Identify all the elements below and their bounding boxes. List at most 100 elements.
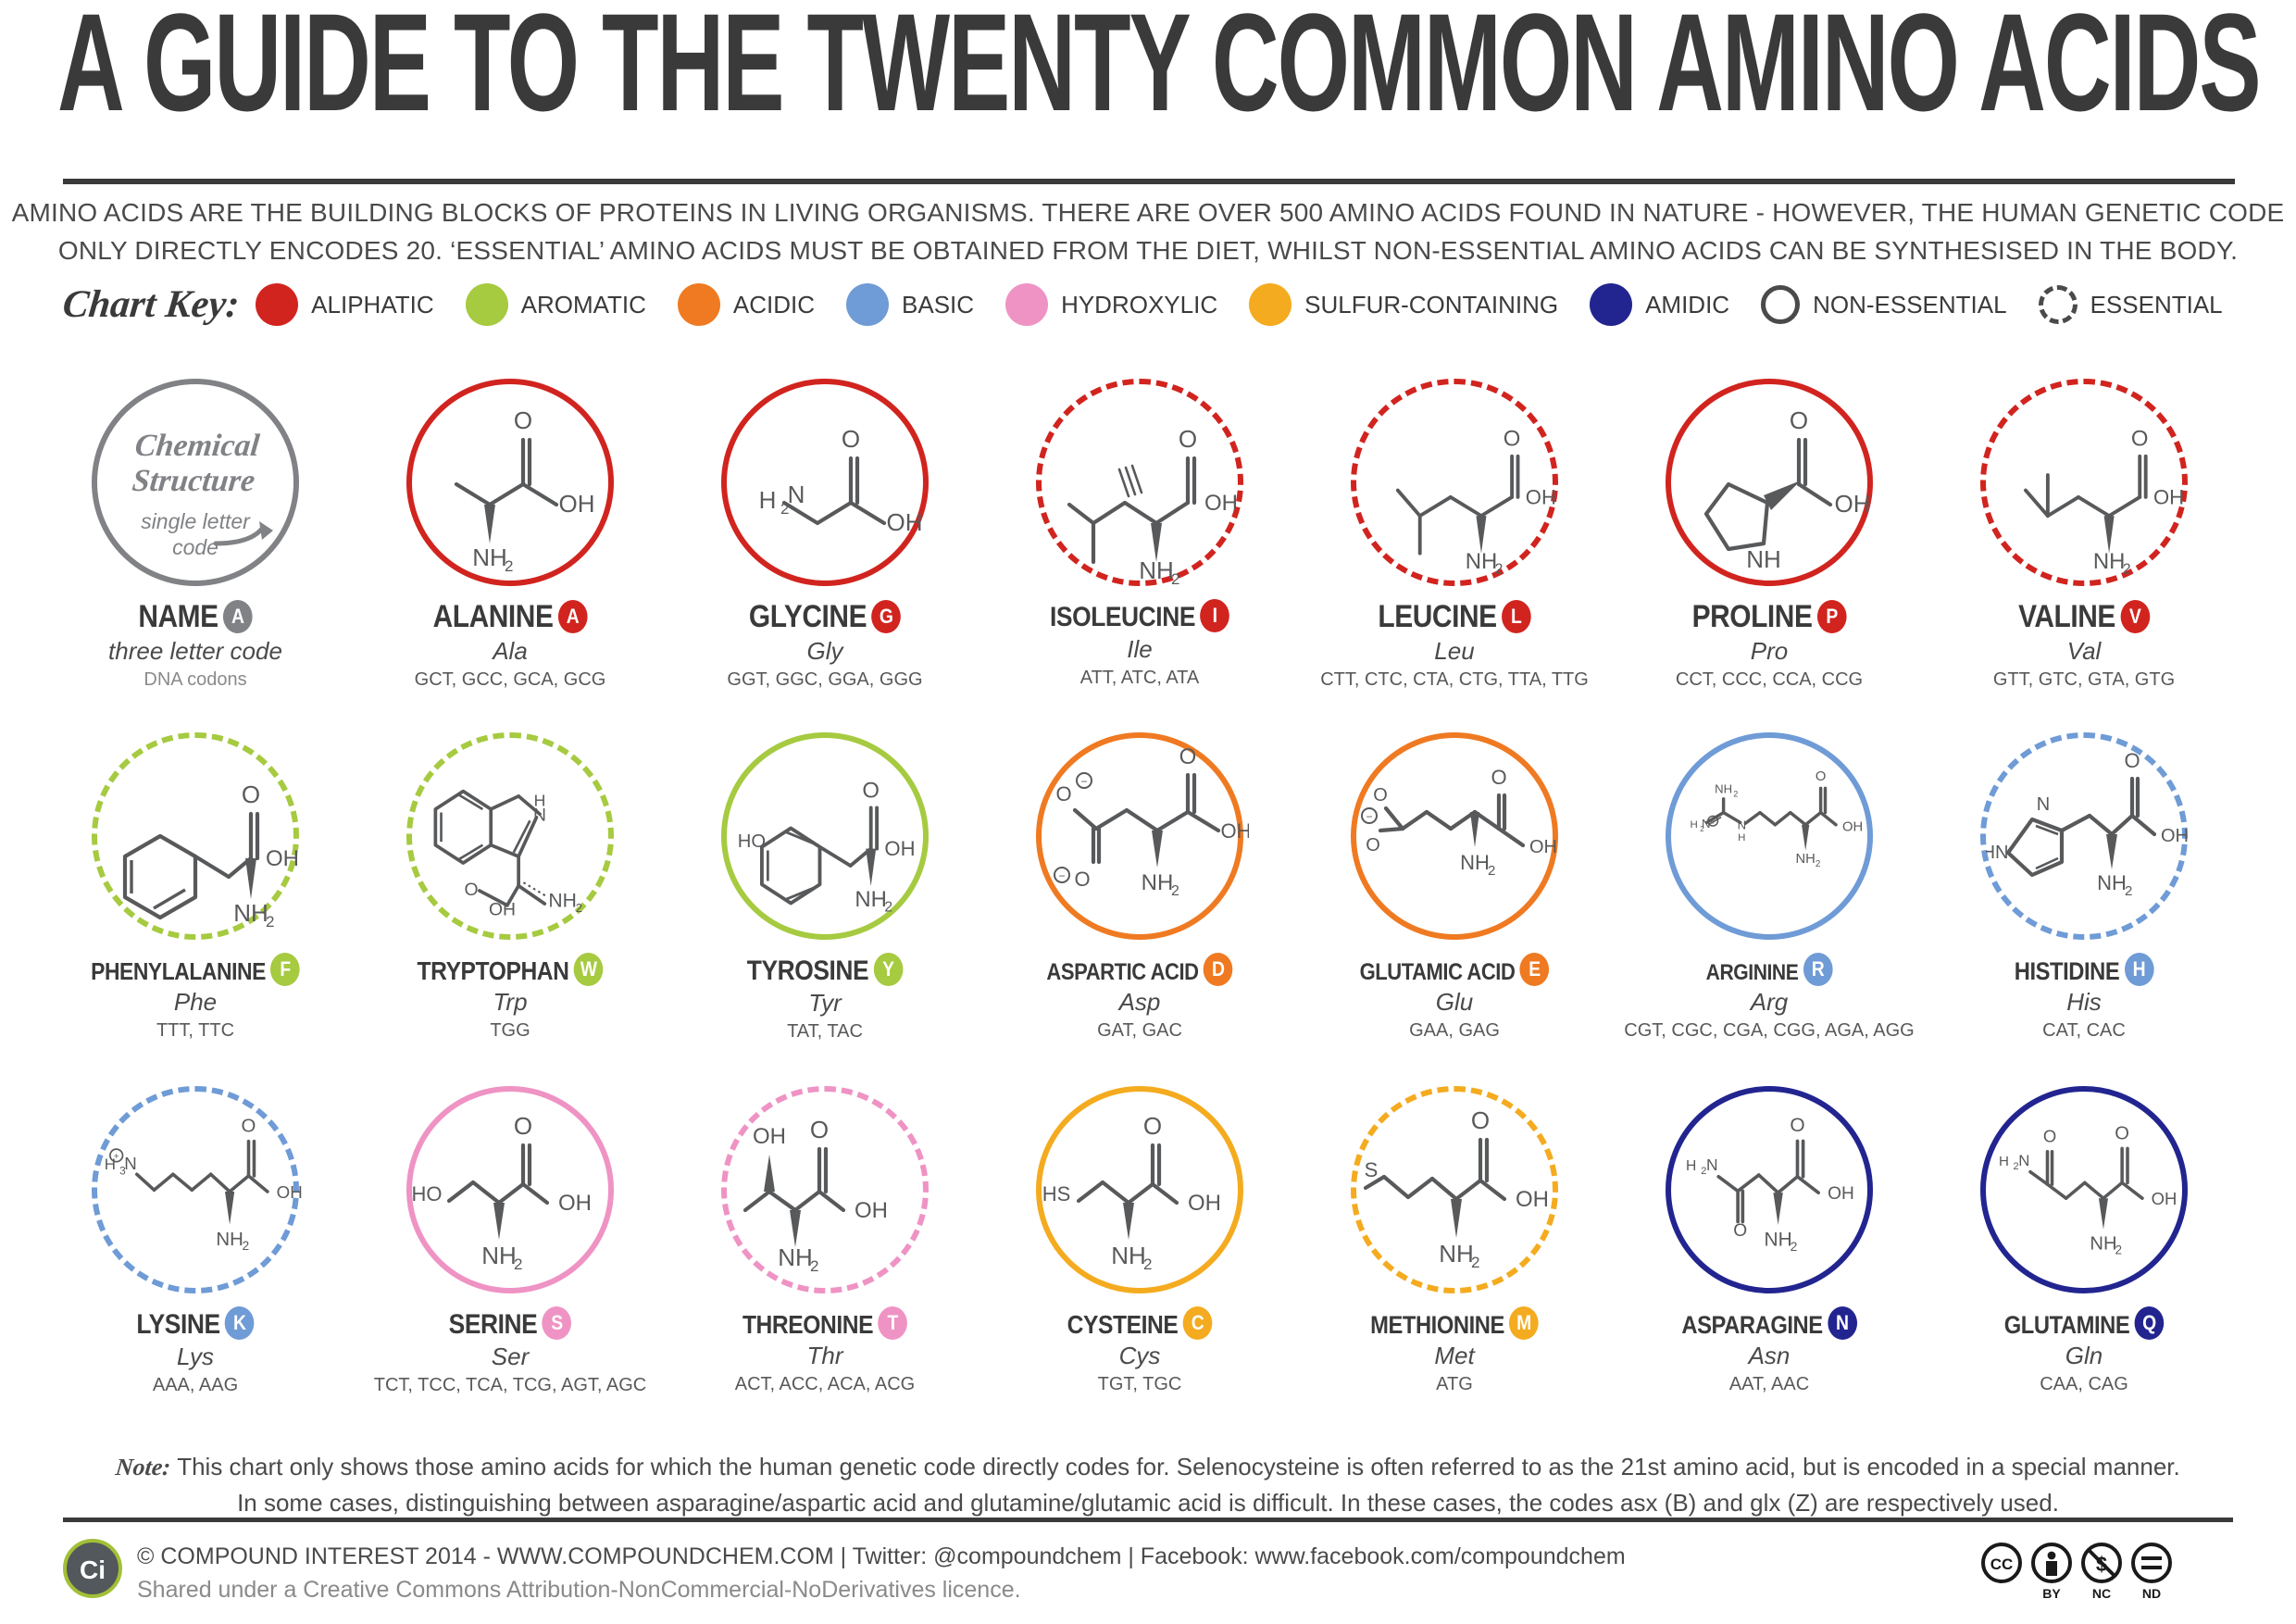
svg-text:O: O [1491,766,1506,789]
svg-text:O: O [2124,749,2140,772]
svg-text:O: O [1504,427,1521,452]
svg-text:OH: OH [1221,819,1250,843]
svg-text:OH: OH [559,490,595,518]
svg-text:OH: OH [1828,1184,1854,1204]
svg-text:2: 2 [1143,1255,1152,1273]
svg-text:OH: OH [1529,837,1557,857]
svg-text:O: O [242,781,260,808]
svg-text:OH: OH [2161,826,2189,846]
svg-text:O: O [1143,1112,1162,1140]
svg-text:H: H [1738,832,1745,843]
svg-text:NH: NH [2090,1234,2116,1255]
svg-text:OH: OH [277,1182,303,1202]
svg-text:ND: ND [2142,1586,2161,1601]
svg-text:O: O [810,1116,829,1143]
svg-text:2: 2 [1733,789,1738,798]
svg-text:OH: OH [1835,490,1871,518]
svg-text:2: 2 [1171,570,1179,588]
svg-text:OH: OH [2153,485,2184,508]
svg-text:O: O [1179,744,1197,769]
svg-text:OH: OH [884,837,915,860]
svg-text:O: O [242,1116,256,1136]
svg-text:O: O [1816,769,1826,784]
svg-text:N: N [2018,1152,2029,1169]
svg-text:2: 2 [1171,883,1179,899]
svg-text:O: O [1733,1221,1747,1241]
svg-text:N: N [1738,818,1746,832]
svg-text:BY: BY [2042,1586,2061,1601]
svg-text:NH: NH [2093,549,2126,574]
svg-text:2: 2 [576,901,582,915]
svg-text:O: O [514,406,532,434]
svg-text:NH: NH [1466,549,1498,574]
svg-text:O: O [2115,1123,2129,1143]
svg-text:2: 2 [1471,1254,1479,1271]
svg-text:H: H [759,486,777,514]
svg-text:2: 2 [266,913,274,931]
svg-text:HO: HO [412,1182,443,1206]
svg-text:2: 2 [1495,562,1504,578]
svg-text:OH: OH [855,1198,888,1223]
svg-text:OH: OH [1204,491,1238,516]
svg-text:NH: NH [1765,1230,1792,1251]
svg-text:NH: NH [778,1243,813,1271]
svg-text:NH: NH [1796,852,1816,867]
svg-text:NH: NH [1142,870,1174,895]
svg-text:N: N [2037,794,2050,815]
svg-text:O: O [862,778,880,803]
svg-text:NH: NH [481,1242,517,1269]
svg-text:O: O [1074,868,1090,891]
svg-text:OH: OH [1842,819,1863,834]
svg-text:S: S [1365,1158,1379,1181]
svg-text:O: O [1790,406,1808,434]
svg-text:O: O [842,425,860,453]
svg-text:NH: NH [1439,1240,1474,1268]
svg-text:N: N [1702,817,1710,831]
svg-text:OH: OH [887,508,923,536]
svg-text:−: − [1080,775,1087,788]
svg-text:2: 2 [884,900,892,916]
svg-text:O: O [2043,1127,2056,1146]
svg-text:+: + [114,1152,119,1162]
svg-text:NH: NH [855,887,887,912]
svg-text:−: − [1058,869,1065,882]
svg-text:O: O [1366,835,1380,856]
svg-text:O: O [465,880,479,900]
svg-text:−: − [1366,810,1372,823]
svg-text:NC: NC [2092,1586,2111,1601]
svg-text:NH: NH [2097,871,2127,894]
svg-text:H: H [1686,1158,1696,1174]
svg-text:N: N [533,805,546,825]
svg-text:2: 2 [514,1255,522,1273]
svg-text:2: 2 [1816,859,1820,869]
svg-text:OH: OH [266,846,299,871]
svg-text:NH: NH [1460,851,1490,874]
svg-text:H: H [1691,819,1698,831]
svg-text:2: 2 [1791,1239,1798,1254]
svg-text:2: 2 [505,557,513,575]
svg-text:NH: NH [1111,1242,1146,1269]
svg-text:OH: OH [558,1191,592,1216]
svg-text:OH: OH [1188,1191,1221,1216]
svg-text:OH: OH [1526,485,1556,508]
svg-text:HO: HO [738,831,766,852]
svg-text:HS: HS [1042,1182,1071,1206]
svg-text:OH: OH [753,1124,786,1149]
svg-text:O: O [1179,425,1197,453]
svg-text:CC: CC [1990,1555,2014,1573]
svg-text:NH: NH [1746,545,1781,573]
svg-text:OH: OH [1516,1187,1549,1212]
svg-text:2: 2 [243,1239,250,1253]
svg-text:2: 2 [810,1257,818,1275]
svg-text:N: N [1706,1156,1718,1174]
svg-text:N: N [124,1154,137,1173]
svg-text:NH: NH [472,543,507,571]
svg-text:H: H [1999,1154,2009,1169]
svg-text:OH: OH [2152,1189,2177,1208]
svg-text:OH: OH [489,899,516,919]
svg-text:N: N [788,481,805,508]
svg-text:NH: NH [216,1230,243,1250]
svg-text:2: 2 [2125,883,2132,899]
svg-text:O: O [2131,427,2149,452]
svg-text:O: O [514,1112,532,1140]
